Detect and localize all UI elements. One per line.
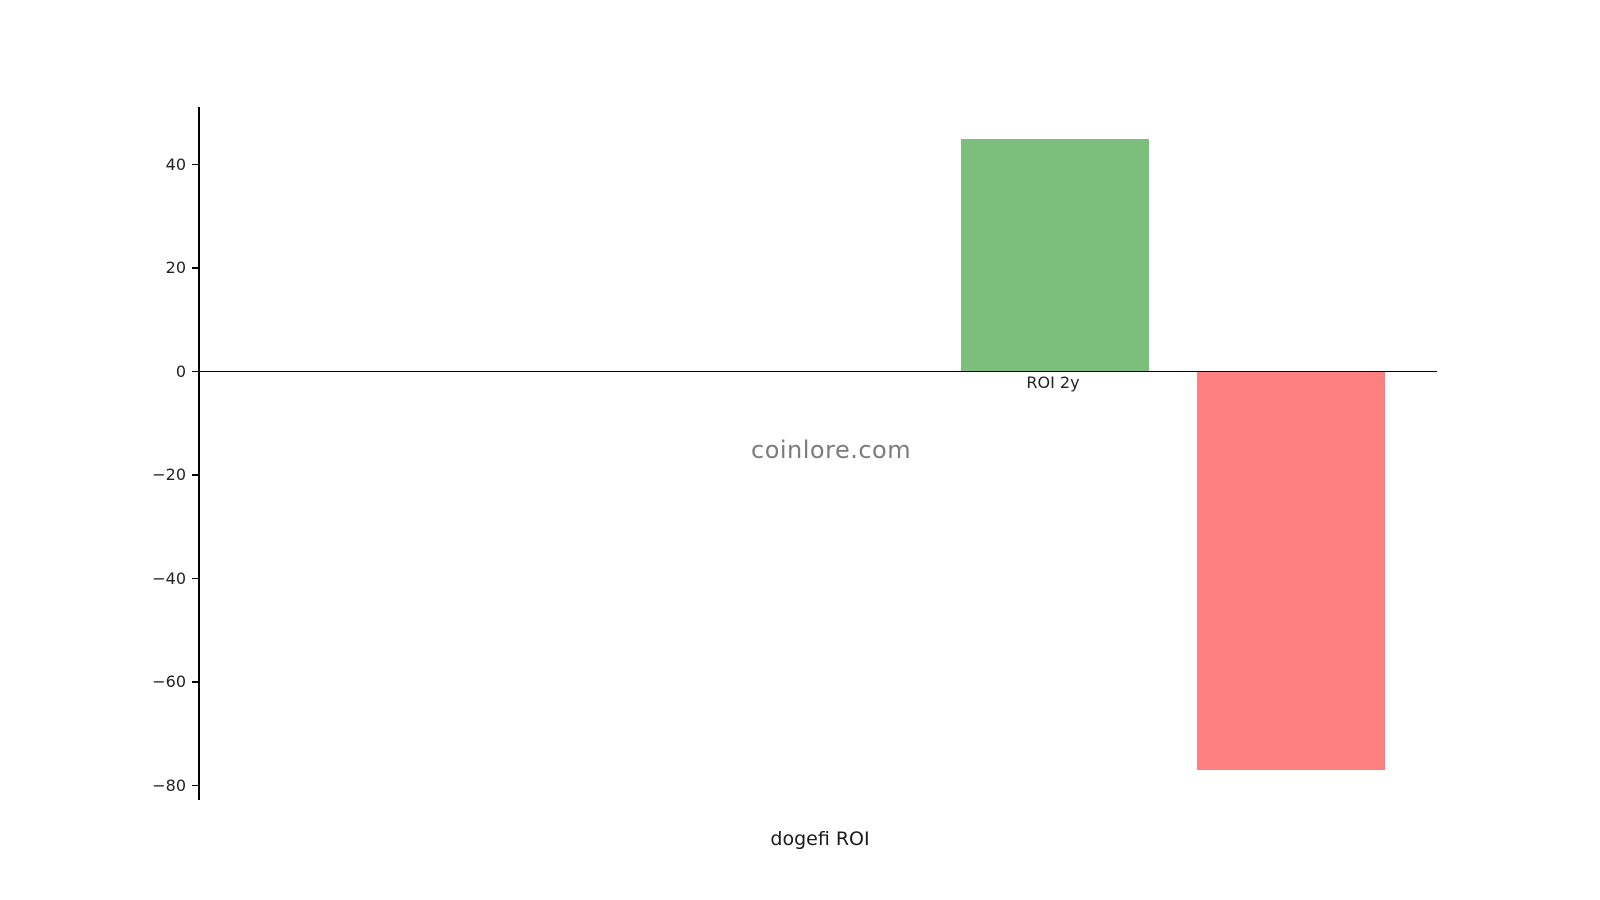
- y-tick-mark: [192, 267, 199, 269]
- x-axis-label: dogefi ROI: [770, 828, 870, 850]
- y-tick-label: 40: [165, 154, 186, 174]
- watermark: coinlore.com: [751, 436, 912, 464]
- y-tick-mark: [192, 163, 199, 166]
- y-tick-mark: [192, 370, 199, 373]
- y-tick-label: −80: [152, 775, 186, 795]
- y-axis-line: [198, 107, 200, 800]
- x-tick-label: ROI 2y: [1026, 372, 1080, 392]
- y-tick-label: −20: [152, 465, 186, 484]
- bar-0: [961, 138, 1149, 372]
- y-tick-mark: [192, 681, 199, 683]
- x-axis-line: [198, 370, 1437, 373]
- y-tick-label: 0: [175, 361, 186, 381]
- y-tick-mark: [192, 577, 199, 580]
- y-tick-label: 20: [165, 258, 186, 277]
- bar-1: [1197, 371, 1385, 770]
- y-tick-label: −40: [152, 568, 186, 588]
- y-tick-mark: [192, 474, 199, 476]
- y-tick-label: −60: [152, 672, 186, 691]
- y-tick-mark: [192, 784, 199, 787]
